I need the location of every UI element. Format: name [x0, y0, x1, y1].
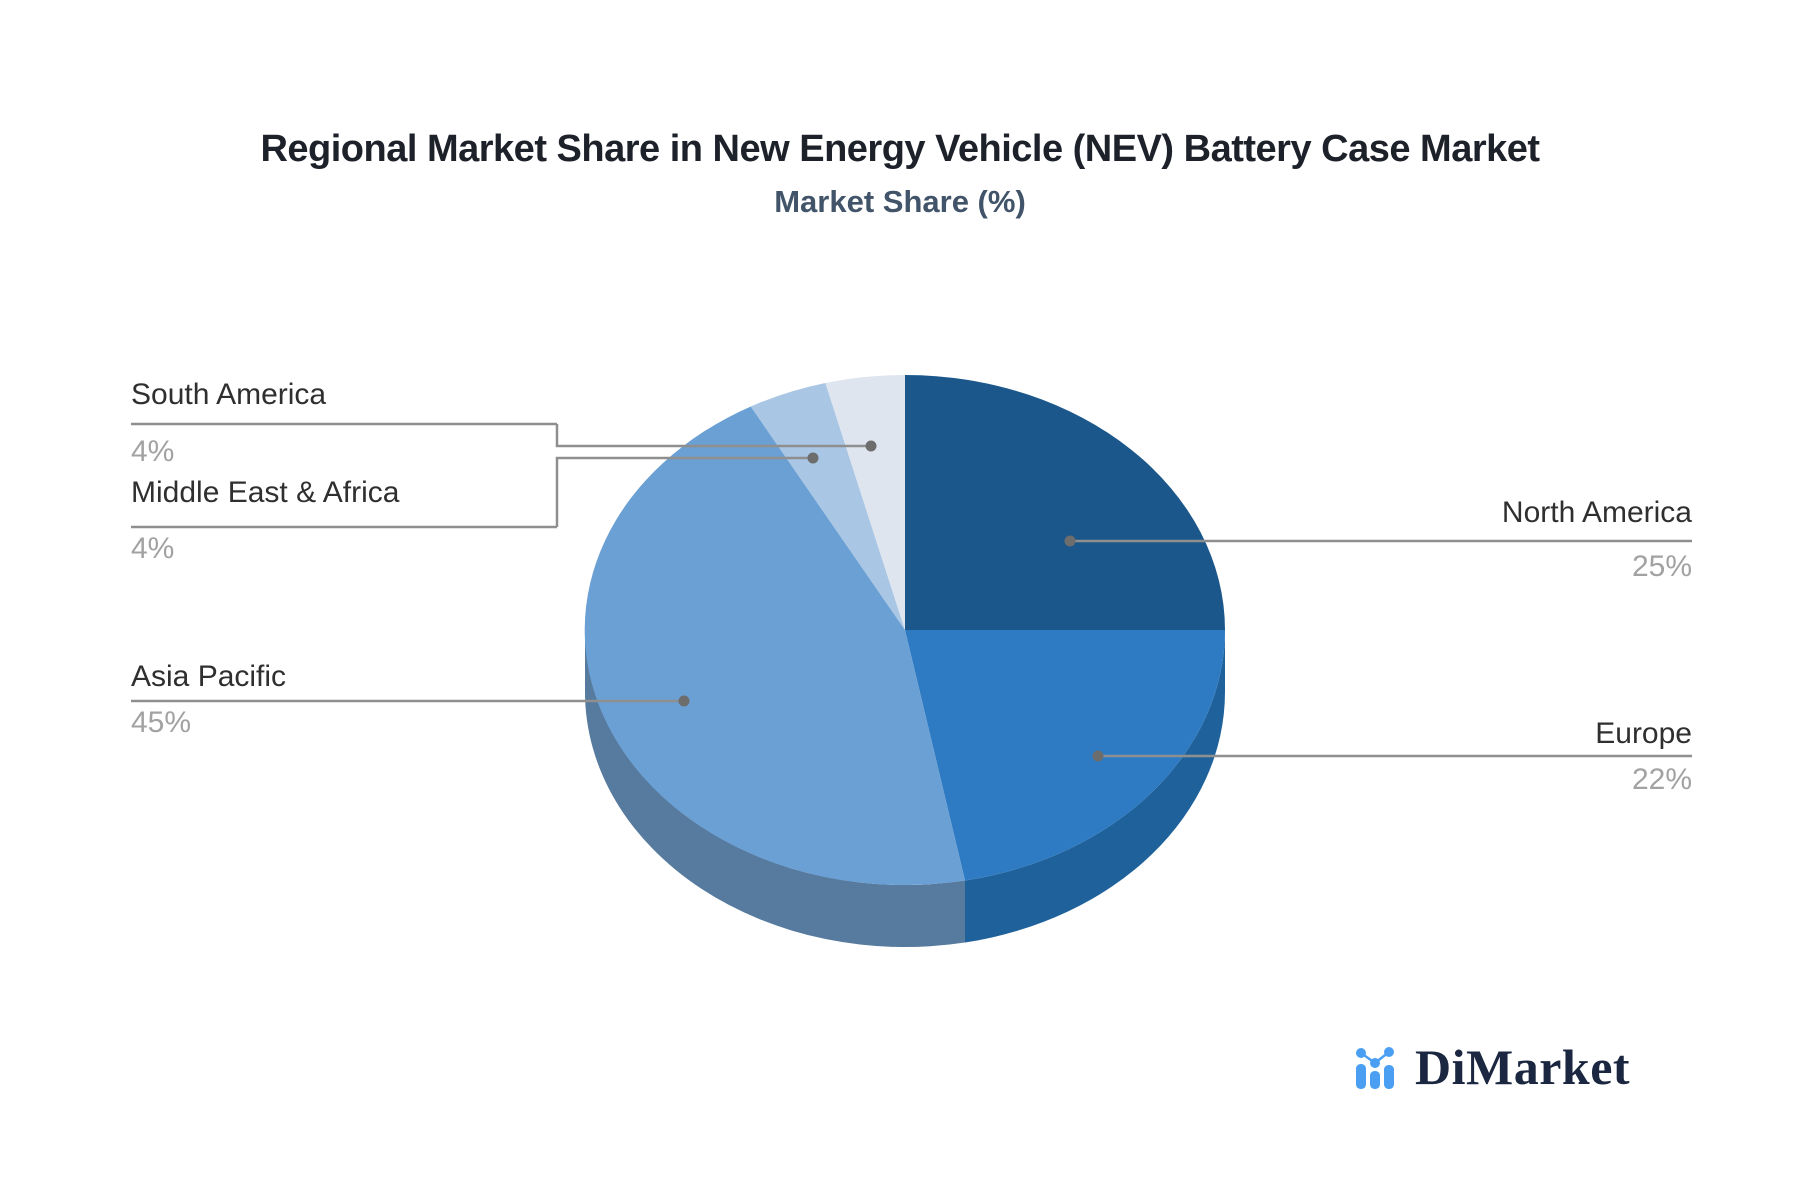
pie-slice-north-america[interactable] — [905, 375, 1225, 630]
callout-dot-middle-east-africa — [807, 452, 819, 464]
pct-middle-east-africa: 4% — [131, 532, 175, 565]
pct-north-america: 25% — [1631, 550, 1692, 583]
label-south-america: South America — [131, 378, 327, 411]
pct-south-america: 4% — [131, 435, 175, 468]
chart-title: Regional Market Share in New Energy Vehi… — [260, 128, 1540, 170]
pie-slice-side-asia-pacific — [585, 630, 965, 948]
callout-dot-south-america — [865, 440, 877, 452]
chart-subtitle: Market Share (%) — [774, 184, 1026, 219]
pie-slice-south-america[interactable] — [825, 375, 905, 630]
pie-slice-europe[interactable] — [905, 630, 1225, 881]
callout-dot-asia-pacific — [678, 695, 690, 707]
callout-leader-middle-east-africa — [555, 456, 813, 527]
bar-chart-logo-icon — [1356, 1047, 1394, 1089]
label-europe: Europe — [1595, 717, 1692, 750]
pie-slice-side-europe — [965, 630, 1225, 943]
label-asia-pacific: Asia Pacific — [131, 660, 287, 693]
callout-dot-north-america — [1064, 535, 1076, 547]
callout-leader-south-america — [555, 424, 871, 448]
logo-wordmark: DiMarket — [1415, 1039, 1631, 1095]
label-middle-east-africa: Middle East & Africa — [131, 476, 400, 509]
callout-dot-europe — [1092, 750, 1104, 762]
pie-slice-asia-pacific[interactable] — [584, 406, 965, 886]
label-north-america: North America — [1501, 496, 1692, 529]
pct-europe: 22% — [1631, 763, 1692, 796]
pct-asia-pacific: 45% — [131, 706, 192, 739]
dimarket-logo: DiMarket — [1356, 1028, 1631, 1095]
